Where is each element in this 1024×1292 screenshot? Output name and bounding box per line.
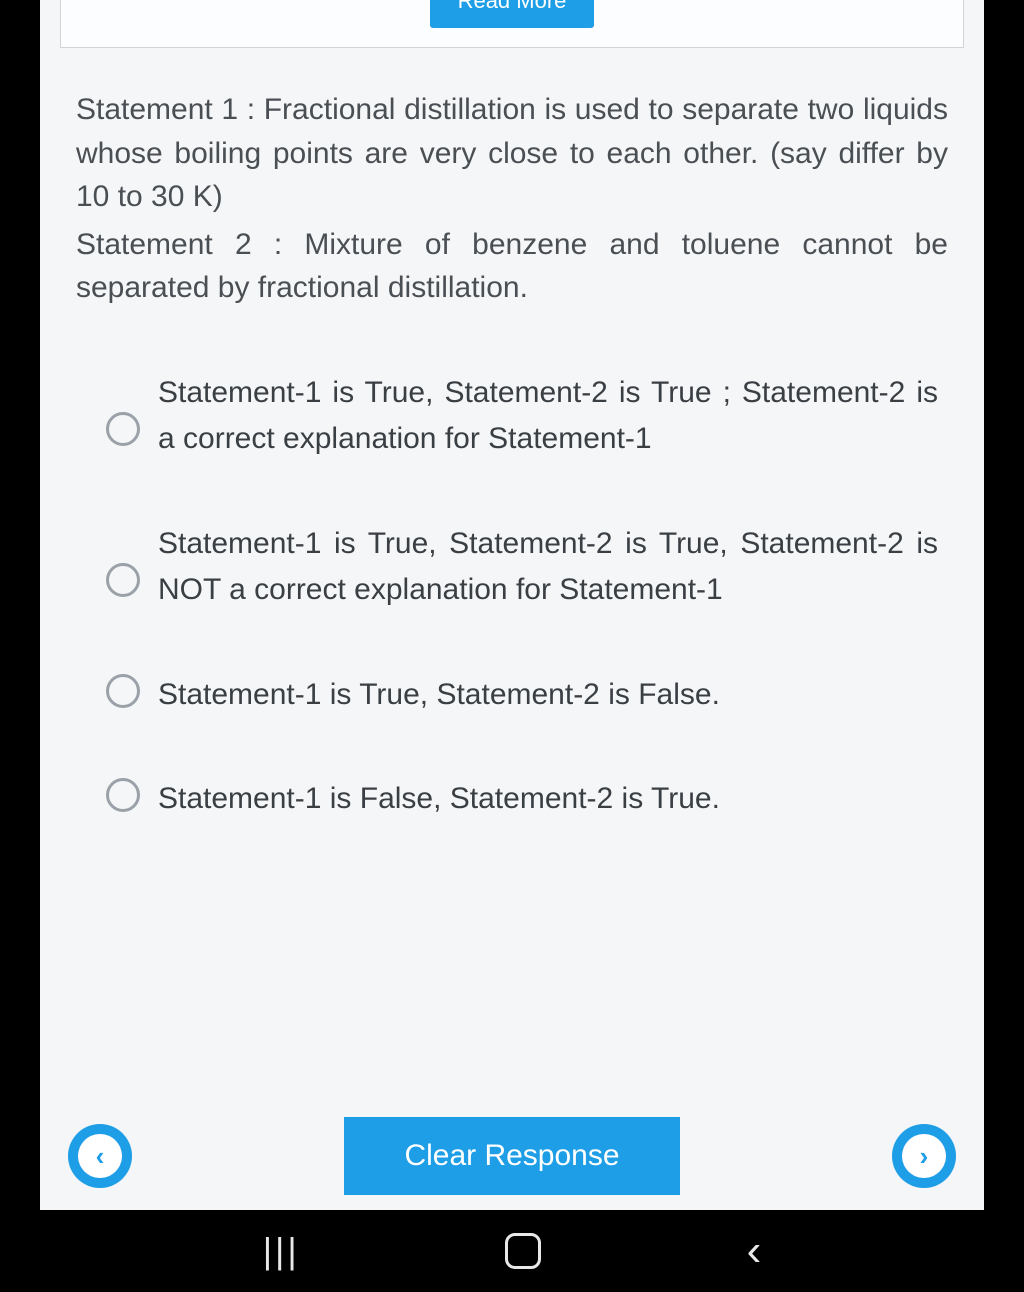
option-c[interactable]: Statement-1 is True, Statement-2 is Fals… [106, 672, 938, 719]
option-text: Statement-1 is False, Statement-2 is Tru… [158, 776, 938, 823]
read-more-button[interactable]: Read More [430, 0, 595, 28]
recents-button[interactable]: ||| [263, 1230, 300, 1272]
app-screen: Read More Statement 1 : Fractional disti… [40, 0, 984, 1210]
radio-icon [106, 674, 140, 708]
radio-icon [106, 412, 140, 446]
phone-frame: Read More Statement 1 : Fractional disti… [0, 0, 1024, 1292]
home-icon [505, 1233, 541, 1269]
android-nav-bar: ||| ‹ [40, 1210, 984, 1292]
option-text: Statement-1 is True, Statement-2 is True… [158, 521, 938, 614]
option-d[interactable]: Statement-1 is False, Statement-2 is Tru… [106, 776, 938, 823]
back-button[interactable]: ‹ [747, 1226, 762, 1276]
statements-block: Statement 1 : Fractional distillation is… [76, 88, 948, 310]
option-a[interactable]: Statement-1 is True, Statement-2 is True… [106, 370, 938, 463]
radio-icon [106, 778, 140, 812]
option-b[interactable]: Statement-1 is True, Statement-2 is True… [106, 521, 938, 614]
top-card-border: Read More [60, 0, 964, 48]
next-question-button[interactable]: › [892, 1124, 956, 1188]
options-list: Statement-1 is True, Statement-2 is True… [76, 370, 948, 823]
statement-1-text: Statement 1 : Fractional distillation is… [76, 88, 948, 219]
chevron-right-icon: › [902, 1134, 946, 1178]
option-text: Statement-1 is True, Statement-2 is Fals… [158, 672, 938, 719]
option-text: Statement-1 is True, Statement-2 is True… [158, 370, 938, 463]
statement-2-text: Statement 2 : Mixture of benzene and tol… [76, 223, 948, 310]
radio-icon [106, 563, 140, 597]
clear-response-button[interactable]: Clear Response [344, 1117, 679, 1195]
chevron-left-icon: ‹ [78, 1134, 122, 1178]
home-button[interactable] [505, 1233, 541, 1269]
prev-question-button[interactable]: ‹ [68, 1124, 132, 1188]
question-content: Statement 1 : Fractional distillation is… [40, 48, 984, 1114]
bottom-toolbar: ‹ Clear Response › [40, 1114, 984, 1210]
